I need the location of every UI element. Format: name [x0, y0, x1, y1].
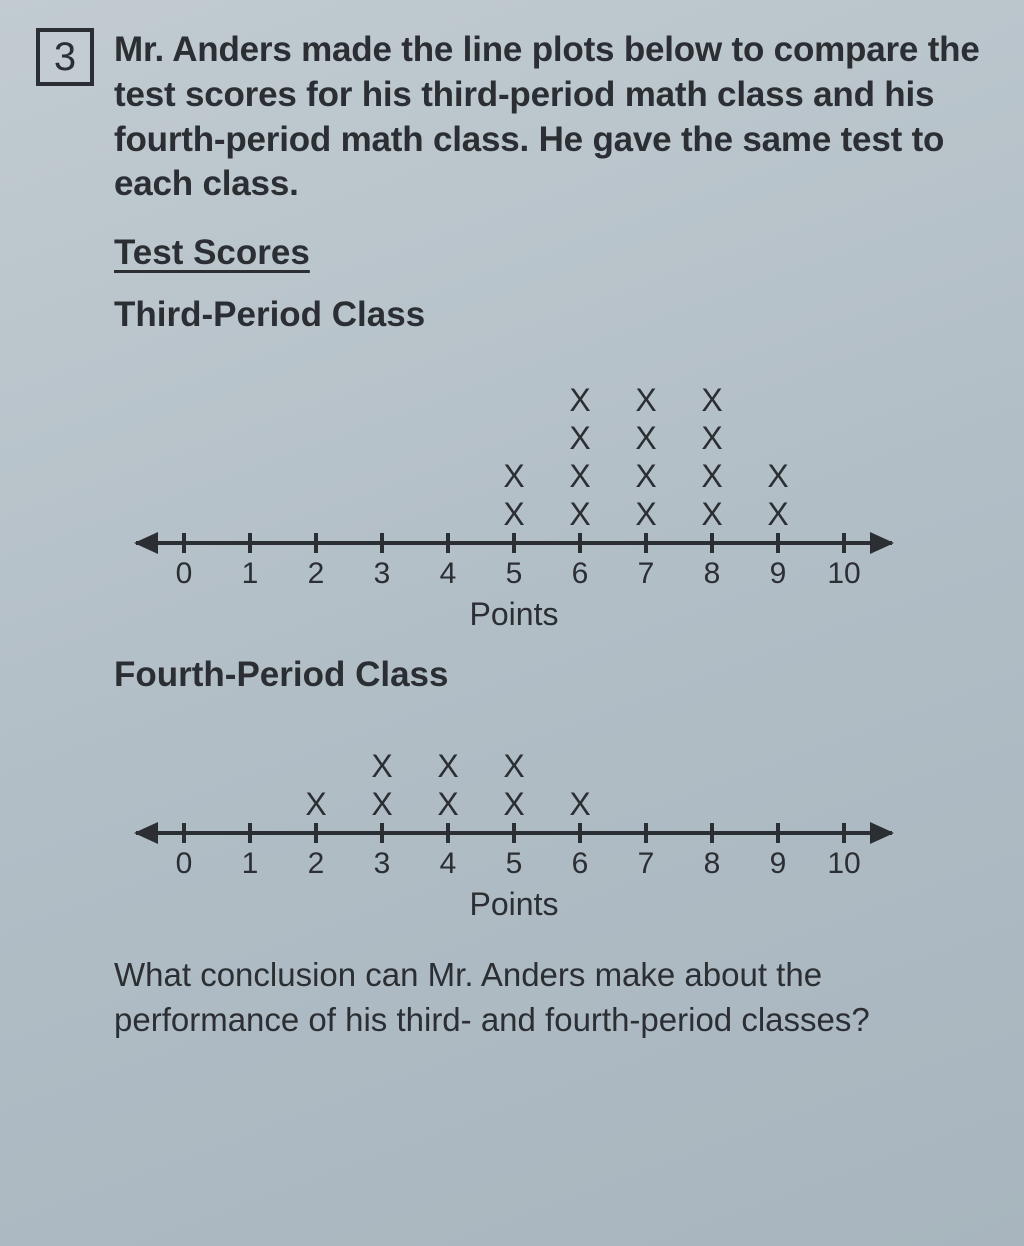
svg-text:X: X — [371, 748, 392, 784]
svg-text:X: X — [437, 786, 458, 822]
svg-text:8: 8 — [704, 557, 721, 590]
svg-text:6: 6 — [572, 557, 589, 590]
plot2-wrap: 012345678910PointsXXXXXXXX — [114, 703, 988, 923]
svg-text:X: X — [635, 458, 656, 494]
svg-text:X: X — [437, 748, 458, 784]
svg-text:2: 2 — [308, 557, 325, 590]
question-number: 3 — [54, 35, 76, 80]
svg-text:X: X — [503, 496, 524, 532]
svg-text:X: X — [767, 458, 788, 494]
svg-text:7: 7 — [638, 847, 655, 880]
svg-text:4: 4 — [440, 847, 457, 880]
svg-text:X: X — [635, 496, 656, 532]
svg-text:10: 10 — [827, 847, 860, 880]
section-title: Test Scores — [114, 233, 988, 273]
svg-text:3: 3 — [374, 847, 391, 880]
svg-text:X: X — [701, 458, 722, 494]
svg-text:X: X — [701, 420, 722, 456]
svg-text:X: X — [569, 458, 590, 494]
line-plot-fourth-period: 012345678910PointsXXXXXXXX — [114, 703, 974, 923]
svg-text:8: 8 — [704, 847, 721, 880]
svg-text:7: 7 — [638, 557, 655, 590]
plot2-title: Fourth-Period Class — [114, 655, 988, 695]
svg-text:X: X — [767, 496, 788, 532]
svg-text:X: X — [635, 382, 656, 418]
svg-text:X: X — [701, 382, 722, 418]
svg-text:1: 1 — [242, 557, 259, 590]
svg-text:X: X — [371, 786, 392, 822]
plot1-title: Third-Period Class — [114, 295, 988, 335]
svg-text:10: 10 — [827, 557, 860, 590]
question-number-box: 3 — [36, 28, 94, 86]
svg-text:9: 9 — [770, 847, 787, 880]
svg-text:9: 9 — [770, 557, 787, 590]
svg-text:5: 5 — [506, 847, 523, 880]
svg-text:X: X — [635, 420, 656, 456]
svg-text:X: X — [503, 748, 524, 784]
svg-text:X: X — [569, 382, 590, 418]
svg-text:4: 4 — [440, 557, 457, 590]
svg-text:Points: Points — [470, 886, 559, 922]
question-header: 3 Mr. Anders made the line plots below t… — [36, 28, 988, 207]
followup-question: What conclusion can Mr. Anders make abou… — [114, 953, 988, 1042]
svg-text:X: X — [569, 786, 590, 822]
line-plot-third-period: 012345678910PointsXXXXXXXXXXXXXXXX — [114, 343, 974, 633]
svg-text:3: 3 — [374, 557, 391, 590]
svg-text:6: 6 — [572, 847, 589, 880]
plot1-wrap: 012345678910PointsXXXXXXXXXXXXXXXX — [114, 343, 988, 633]
svg-text:5: 5 — [506, 557, 523, 590]
svg-text:Points: Points — [470, 596, 559, 632]
question-prompt: Mr. Anders made the line plots below to … — [114, 28, 988, 207]
svg-text:X: X — [503, 786, 524, 822]
svg-text:X: X — [701, 496, 722, 532]
content-section: Test Scores Third-Period Class 0 1 2 3 4 5 6 7 8… — [114, 233, 988, 923]
page-root: 3 Mr. Anders made the line plots below t… — [0, 0, 1024, 1246]
svg-text:X: X — [569, 420, 590, 456]
svg-text:2: 2 — [308, 847, 325, 880]
svg-text:1: 1 — [242, 847, 259, 880]
svg-text:0: 0 — [176, 557, 193, 590]
svg-text:0: 0 — [176, 847, 193, 880]
svg-text:X: X — [305, 786, 326, 822]
svg-text:X: X — [503, 458, 524, 494]
svg-text:X: X — [569, 496, 590, 532]
